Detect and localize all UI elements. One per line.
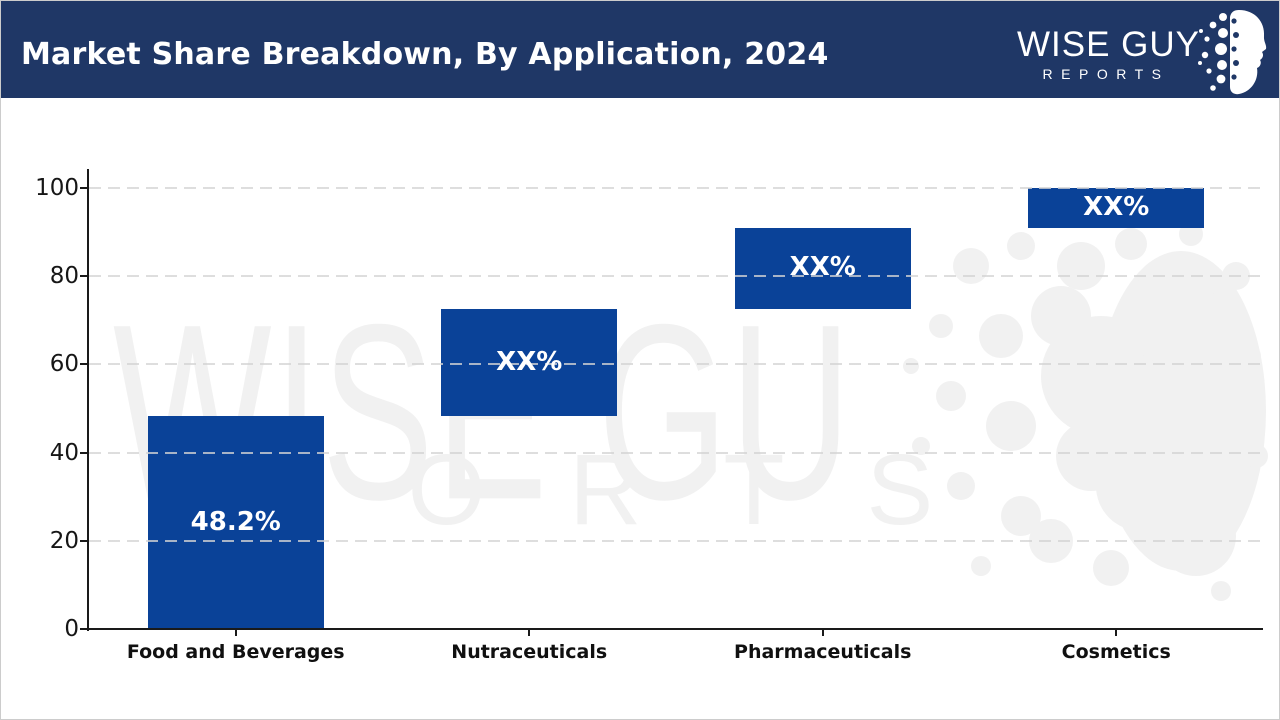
y-tick-label: 40 — [49, 439, 79, 466]
y-tick — [80, 451, 89, 454]
logo-wiseguy-label: WISE GUY — [1017, 25, 1201, 64]
y-tick-label: 60 — [49, 351, 79, 378]
y-tick — [80, 363, 89, 366]
bar-pharmaceuticals — [734, 228, 911, 309]
y-tick — [80, 539, 89, 542]
gridline-100 — [89, 187, 1263, 189]
x-axis-line — [87, 628, 1263, 630]
header-bar: Market Share Breakdown, By Application, … — [1, 1, 1279, 98]
x-tick — [234, 630, 237, 636]
x-category-label: Food and Beverages — [126, 641, 345, 663]
watermark-reports-text: P O R T S — [259, 434, 962, 546]
bar-value-label: XX% — [1083, 192, 1150, 223]
y-tick — [80, 187, 89, 189]
logo-text: WISE GUY REPORTS — [1017, 25, 1201, 83]
x-tick — [528, 630, 531, 636]
y-tick-label: 0 — [64, 616, 79, 642]
gridline-20 — [89, 539, 1263, 542]
x-category-label: Cosmetics — [1061, 641, 1171, 663]
y-axis-line — [87, 169, 89, 631]
gridline-60 — [89, 363, 1263, 366]
y-tick-label: 100 — [35, 175, 79, 201]
bar-value-label: 48.2% — [190, 506, 281, 537]
wise-guy-reports-logo: WISE GUY REPORTS — [1017, 5, 1267, 95]
x-tick — [821, 630, 824, 636]
y-tick-label: 80 — [49, 263, 79, 290]
bar-cosmetics — [1028, 188, 1205, 229]
bar-value-label: XX% — [496, 346, 563, 377]
x-category-label: Pharmaceuticals — [734, 641, 912, 663]
y-tick-label: 20 — [49, 527, 79, 554]
bar-value-label: XX% — [789, 252, 856, 283]
x-category-label: Nutraceuticals — [451, 641, 608, 663]
logo-reports-label: REPORTS — [1042, 66, 1170, 82]
x-tick — [1115, 630, 1118, 636]
y-tick — [80, 275, 89, 278]
bar-nutraceuticals — [441, 308, 618, 417]
logo-head-icon — [1198, 10, 1267, 95]
gridline-80 — [89, 275, 1263, 278]
y-tick — [80, 628, 89, 630]
gridline-40 — [89, 451, 1263, 454]
watermark-head-icon — [903, 222, 1268, 601]
chart-title: Market Share Breakdown, By Application, … — [21, 37, 829, 72]
